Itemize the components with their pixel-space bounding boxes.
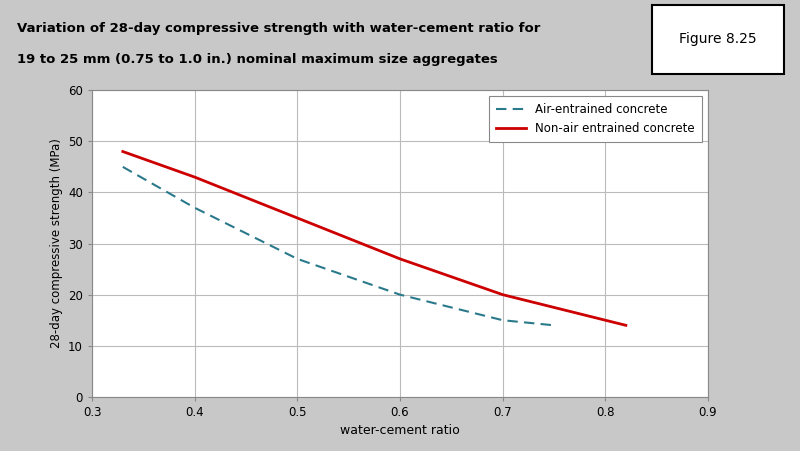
- Non-air entrained concrete: [621, 322, 630, 328]
- Y-axis label: 28-day compressive strength (MPa): 28-day compressive strength (MPa): [50, 138, 62, 349]
- Text: 19 to 25 mm (0.75 to 1.0 in.) nominal maximum size aggregates: 19 to 25 mm (0.75 to 1.0 in.) nominal ma…: [18, 54, 498, 66]
- Non-air entrained concrete: [498, 292, 507, 297]
- Line: Non-air entrained concrete: Non-air entrained concrete: [123, 152, 626, 325]
- Non-air entrained concrete: [293, 215, 302, 221]
- Air-entrained concrete: [293, 256, 302, 262]
- Text: Variation of 28-day compressive strength with water-cement ratio for: Variation of 28-day compressive strength…: [18, 22, 541, 35]
- Legend: Air-entrained concrete, Non-air entrained concrete: Air-entrained concrete, Non-air entraine…: [490, 96, 702, 142]
- Non-air entrained concrete: [190, 175, 199, 180]
- Air-entrained concrete: [395, 292, 405, 297]
- Non-air entrained concrete: [601, 318, 610, 323]
- Line: Air-entrained concrete: Air-entrained concrete: [123, 167, 554, 325]
- X-axis label: water-cement ratio: water-cement ratio: [340, 424, 460, 437]
- Air-entrained concrete: [549, 322, 558, 328]
- FancyBboxPatch shape: [652, 5, 784, 74]
- Air-entrained concrete: [118, 164, 128, 170]
- Air-entrained concrete: [498, 318, 507, 323]
- Text: Figure 8.25: Figure 8.25: [679, 32, 757, 46]
- Non-air entrained concrete: [118, 149, 128, 154]
- Non-air entrained concrete: [395, 256, 405, 262]
- Air-entrained concrete: [190, 205, 199, 211]
